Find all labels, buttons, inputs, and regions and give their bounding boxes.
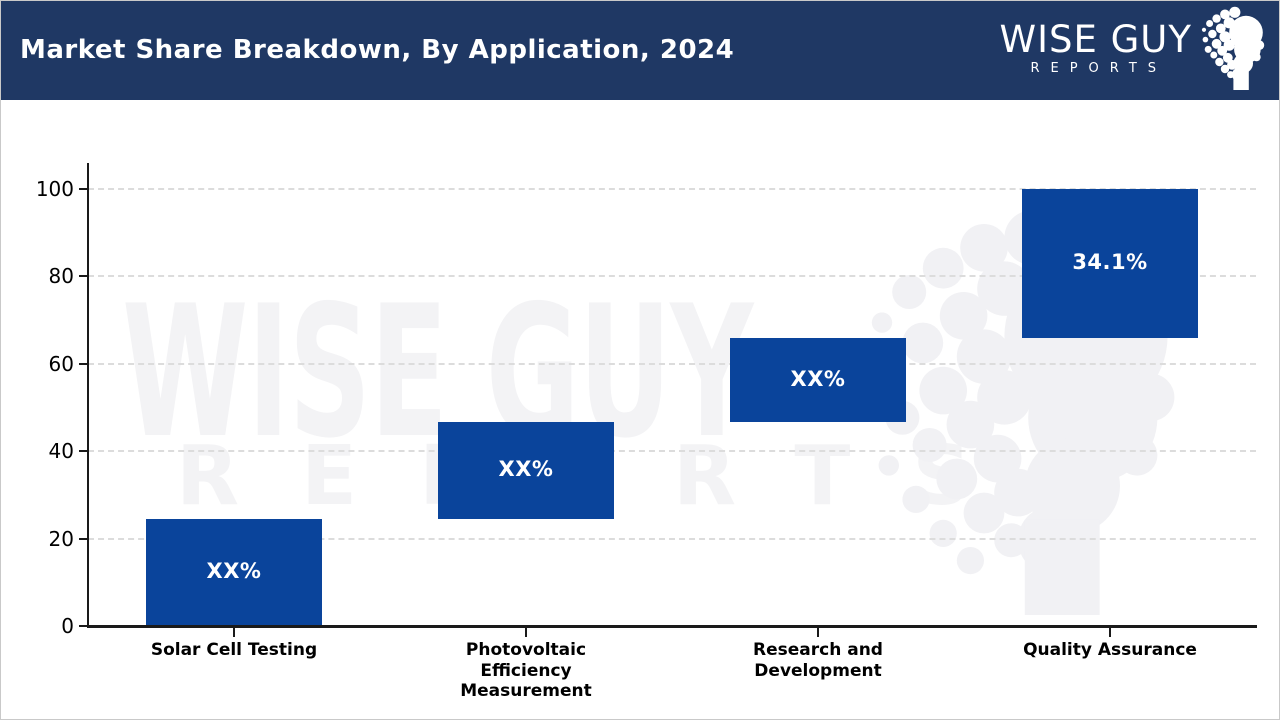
y-tick-20 [79, 537, 88, 540]
y-tick-80 [79, 275, 88, 277]
logo-text: WISE GUY REPORTS [999, 17, 1192, 77]
bar-value-label-3: XX% [790, 366, 846, 391]
head-dots-logo-icon [1201, 6, 1265, 90]
y-tick-label-60: 60 [48, 351, 74, 376]
y-tick-label-40: 40 [48, 439, 74, 463]
bar-4: 34.1% [1022, 188, 1198, 338]
bar-3: XX% [730, 337, 906, 423]
x-category-label-1: Solar Cell Testing [150, 640, 318, 660]
gridline-y-40 [88, 450, 1256, 452]
wise-guy-reports-logo: WISE GUY REPORTS [1000, 6, 1270, 90]
bar-value-label-4: 34.1% [1072, 249, 1148, 274]
y-tick-60 [79, 362, 88, 365]
y-tick-label-20: 20 [48, 526, 74, 551]
x-category-label-3: Research and Development [753, 640, 883, 681]
bar-2: XX% [438, 422, 614, 519]
title-banner: Market Share Breakdown, By Application, … [0, 0, 1280, 100]
bar-1: XX% [146, 518, 322, 626]
y-tick-label-100: 100 [35, 176, 74, 201]
gridline-y-60 [88, 362, 1256, 365]
gridline-y-100 [88, 187, 1256, 190]
x-axis-spine [87, 625, 1257, 628]
logo-reports-label: REPORTS [1030, 61, 1168, 77]
x-tick-3 [817, 628, 819, 637]
y-tick-100 [79, 187, 88, 190]
x-tick-2 [525, 628, 527, 637]
y-tick-0 [79, 625, 88, 627]
x-category-label-4: Quality Assurance [1023, 640, 1197, 660]
logo-wiseguy-label: WISE GUY [999, 17, 1192, 61]
y-tick-label-0: 0 [61, 614, 74, 638]
watermark-wiseguy-text: WISE GUY [122, 266, 753, 478]
gridline-y-80 [88, 275, 1256, 277]
y-tick-40 [79, 450, 88, 452]
chart-title: Market Share Breakdown, By Application, … [20, 35, 735, 65]
gridline-y-20 [88, 537, 1256, 540]
y-tick-label-80: 80 [48, 264, 74, 288]
x-tick-1 [233, 628, 235, 637]
y-axis-spine [87, 163, 89, 627]
bar-value-label-2: XX% [498, 457, 554, 482]
x-tick-4 [1109, 628, 1111, 637]
x-category-label-2: Photovoltaic Efficiency Measurement [460, 640, 592, 702]
bar-value-label-1: XX% [206, 559, 262, 584]
